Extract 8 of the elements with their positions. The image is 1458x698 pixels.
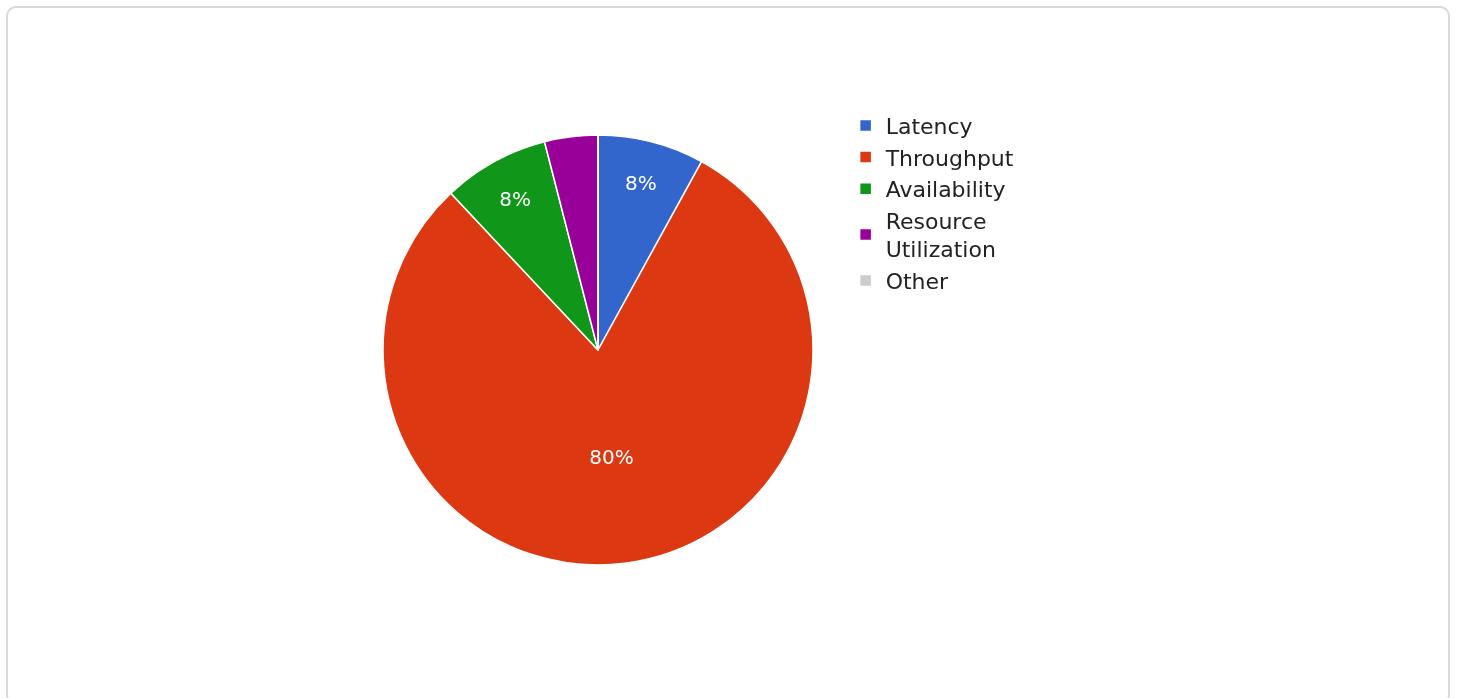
legend-label: Other xyxy=(885,269,950,295)
legend-label: Resource Utilization xyxy=(885,208,996,263)
legend-label: Latency xyxy=(885,114,973,140)
legend-label: Throughput xyxy=(884,145,1014,171)
data-label: 80% xyxy=(589,444,634,469)
data-label: 8% xyxy=(624,171,657,196)
legend-label: Availability xyxy=(885,177,1006,203)
data-label: 8% xyxy=(499,187,531,212)
